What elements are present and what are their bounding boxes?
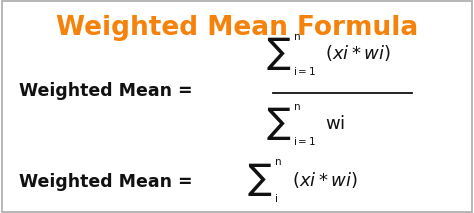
Text: $\mathregular{i=1}$: $\mathregular{i=1}$ <box>293 65 316 77</box>
Text: $\mathregular{n}$: $\mathregular{n}$ <box>293 102 301 112</box>
Text: $\mathregular{\sum}$: $\mathregular{\sum}$ <box>266 105 292 142</box>
Text: $(xi * wi)$: $(xi * wi)$ <box>325 43 391 63</box>
Text: $\mathregular{wi}$: $\mathregular{wi}$ <box>325 115 345 132</box>
Text: Weighted Mean =: Weighted Mean = <box>19 173 199 191</box>
Text: $\mathregular{n}$: $\mathregular{n}$ <box>274 157 282 167</box>
Text: $\mathregular{i=1}$: $\mathregular{i=1}$ <box>293 135 316 147</box>
Text: Weighted Mean =: Weighted Mean = <box>19 82 199 99</box>
Text: Weighted Mean Formula: Weighted Mean Formula <box>56 15 418 41</box>
Text: $\mathregular{n}$: $\mathregular{n}$ <box>293 32 301 42</box>
Text: $(xi * wi)$: $(xi * wi)$ <box>292 170 357 190</box>
Text: $\mathregular{\sum}$: $\mathregular{\sum}$ <box>266 35 292 72</box>
Text: $\mathregular{\sum}$: $\mathregular{\sum}$ <box>247 161 273 199</box>
Text: $\mathregular{i}$: $\mathregular{i}$ <box>274 192 278 204</box>
